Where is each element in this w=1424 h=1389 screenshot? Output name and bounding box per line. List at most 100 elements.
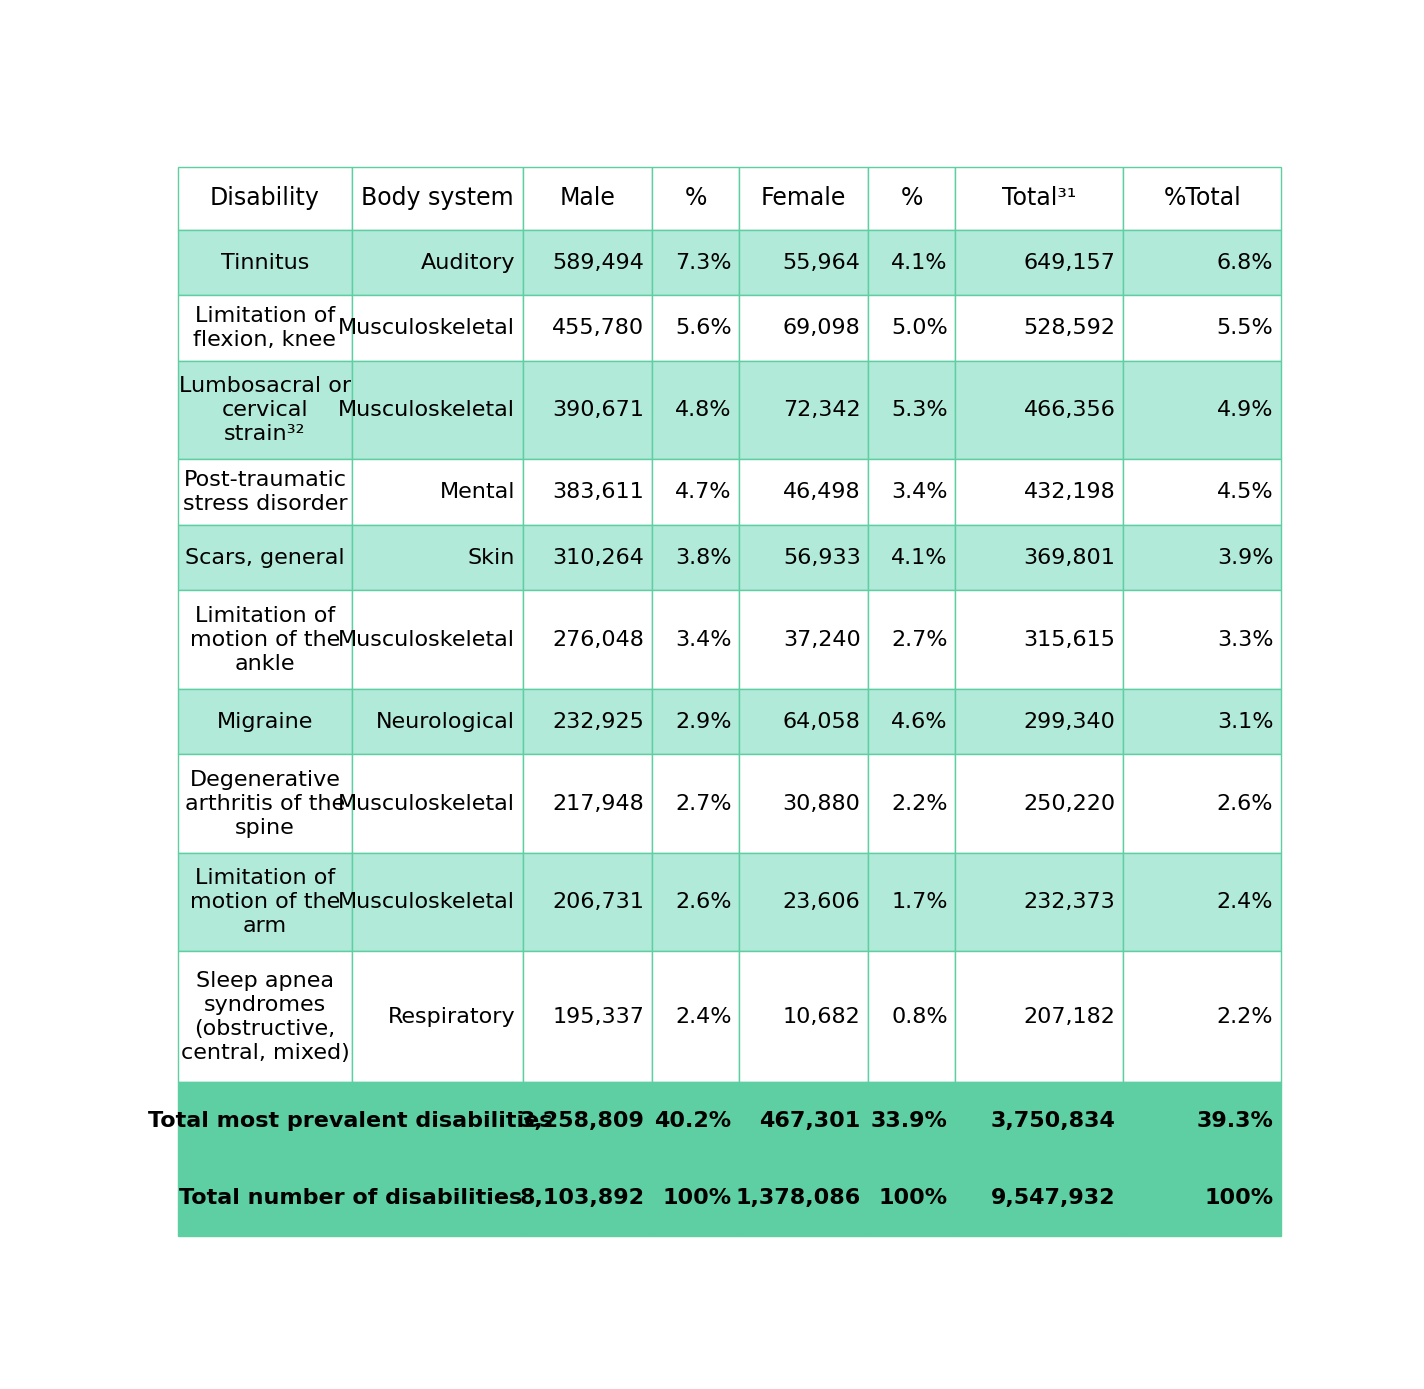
- Text: 232,373: 232,373: [1024, 892, 1115, 913]
- Bar: [956, 689, 1124, 754]
- Text: Sleep apnea
syndromes
(obstructive,
central, mixed): Sleep apnea syndromes (obstructive, cent…: [181, 971, 349, 1063]
- Text: 232,925: 232,925: [553, 711, 644, 732]
- Bar: [869, 853, 956, 951]
- Bar: [352, 689, 523, 754]
- Text: Musculoskeletal: Musculoskeletal: [337, 318, 515, 338]
- Text: 3,258,809: 3,258,809: [520, 1111, 644, 1131]
- Text: 299,340: 299,340: [1024, 711, 1115, 732]
- Bar: [956, 460, 1124, 525]
- Text: 3.1%: 3.1%: [1218, 711, 1273, 732]
- Bar: [739, 296, 869, 361]
- Text: Auditory: Auditory: [420, 253, 515, 272]
- Bar: [523, 1160, 652, 1236]
- Bar: [869, 361, 956, 460]
- Text: 55,964: 55,964: [783, 253, 860, 272]
- Text: 10,682: 10,682: [783, 1007, 860, 1026]
- Bar: [523, 167, 652, 229]
- Bar: [1124, 229, 1282, 296]
- Bar: [178, 525, 352, 590]
- Text: 0.8%: 0.8%: [891, 1007, 948, 1026]
- Text: 4.6%: 4.6%: [891, 711, 948, 732]
- Text: 455,780: 455,780: [553, 318, 644, 338]
- Text: Limitation of
flexion, knee: Limitation of flexion, knee: [194, 306, 336, 350]
- Text: 100%: 100%: [662, 1188, 732, 1207]
- Text: 5.0%: 5.0%: [891, 318, 948, 338]
- Text: 2.2%: 2.2%: [891, 793, 948, 814]
- Text: 310,264: 310,264: [553, 547, 644, 568]
- Bar: [739, 229, 869, 296]
- Text: 23,606: 23,606: [783, 892, 860, 913]
- Bar: [652, 951, 739, 1082]
- Text: 37,240: 37,240: [783, 629, 860, 650]
- Text: Musculoskeletal: Musculoskeletal: [337, 793, 515, 814]
- Bar: [739, 951, 869, 1082]
- Bar: [869, 951, 956, 1082]
- Bar: [869, 590, 956, 689]
- Bar: [739, 754, 869, 853]
- Bar: [652, 296, 739, 361]
- Bar: [869, 167, 956, 229]
- Bar: [1124, 296, 1282, 361]
- Text: 589,494: 589,494: [553, 253, 644, 272]
- Bar: [178, 460, 352, 525]
- Bar: [652, 754, 739, 853]
- Bar: [523, 590, 652, 689]
- Bar: [869, 1160, 956, 1236]
- Text: 5.6%: 5.6%: [675, 318, 732, 338]
- Text: 250,220: 250,220: [1024, 793, 1115, 814]
- Text: 7.3%: 7.3%: [675, 253, 732, 272]
- Text: 4.5%: 4.5%: [1216, 482, 1273, 501]
- Text: 8,103,892: 8,103,892: [520, 1188, 644, 1207]
- Text: 4.7%: 4.7%: [675, 482, 732, 501]
- Text: 6.8%: 6.8%: [1218, 253, 1273, 272]
- Bar: [178, 853, 352, 951]
- Bar: [1124, 1082, 1282, 1160]
- Bar: [956, 296, 1124, 361]
- Bar: [178, 361, 352, 460]
- Text: 56,933: 56,933: [783, 547, 860, 568]
- Bar: [523, 689, 652, 754]
- Bar: [652, 689, 739, 754]
- Bar: [178, 229, 352, 296]
- Text: %: %: [685, 186, 706, 210]
- Text: 2.2%: 2.2%: [1218, 1007, 1273, 1026]
- Text: 2.9%: 2.9%: [675, 711, 732, 732]
- Text: 276,048: 276,048: [553, 629, 644, 650]
- Text: 64,058: 64,058: [783, 711, 860, 732]
- Text: Degenerative
arthritis of the
spine: Degenerative arthritis of the spine: [185, 770, 345, 838]
- Text: 1.7%: 1.7%: [891, 892, 948, 913]
- Bar: [1124, 689, 1282, 754]
- Text: 3.9%: 3.9%: [1218, 547, 1273, 568]
- Text: 2.7%: 2.7%: [891, 629, 948, 650]
- Text: 69,098: 69,098: [783, 318, 860, 338]
- Bar: [178, 754, 352, 853]
- Bar: [652, 229, 739, 296]
- Text: 5.3%: 5.3%: [891, 400, 948, 419]
- Text: 3.4%: 3.4%: [675, 629, 732, 650]
- Text: 207,182: 207,182: [1024, 1007, 1115, 1026]
- Bar: [956, 853, 1124, 951]
- Text: Scars, general: Scars, general: [185, 547, 345, 568]
- Bar: [1124, 590, 1282, 689]
- Text: %: %: [901, 186, 923, 210]
- Bar: [739, 1160, 869, 1236]
- Text: 100%: 100%: [1205, 1188, 1273, 1207]
- Text: 2.7%: 2.7%: [675, 793, 732, 814]
- Bar: [652, 167, 739, 229]
- Text: 1,378,086: 1,378,086: [735, 1188, 860, 1207]
- Bar: [1124, 853, 1282, 951]
- Text: 383,611: 383,611: [553, 482, 644, 501]
- Text: 206,731: 206,731: [553, 892, 644, 913]
- Text: Female: Female: [760, 186, 846, 210]
- Text: 2.6%: 2.6%: [1218, 793, 1273, 814]
- Bar: [1124, 525, 1282, 590]
- Text: Musculoskeletal: Musculoskeletal: [337, 400, 515, 419]
- Text: 9,547,932: 9,547,932: [991, 1188, 1115, 1207]
- Text: 649,157: 649,157: [1024, 253, 1115, 272]
- Text: Musculoskeletal: Musculoskeletal: [337, 892, 515, 913]
- Bar: [523, 229, 652, 296]
- Bar: [739, 460, 869, 525]
- Bar: [523, 525, 652, 590]
- Text: Lumbosacral or
cervical
strain³²: Lumbosacral or cervical strain³²: [179, 376, 350, 444]
- Bar: [739, 525, 869, 590]
